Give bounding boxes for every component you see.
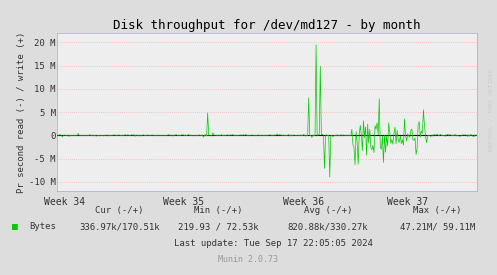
Text: Avg (-/+): Avg (-/+): [304, 206, 352, 215]
Text: Bytes: Bytes: [29, 222, 56, 231]
Text: Week 37: Week 37: [387, 197, 428, 207]
Y-axis label: Pr second read (-) / write (+): Pr second read (-) / write (+): [17, 31, 26, 193]
Text: 336.97k/170.51k: 336.97k/170.51k: [79, 222, 160, 231]
Text: Cur (-/+): Cur (-/+): [95, 206, 144, 215]
Text: 219.93 / 72.53k: 219.93 / 72.53k: [178, 222, 259, 231]
Text: ■: ■: [12, 222, 18, 232]
Title: Disk throughput for /dev/md127 - by month: Disk throughput for /dev/md127 - by mont…: [113, 19, 421, 32]
Text: Min (-/+): Min (-/+): [194, 206, 243, 215]
Text: 820.88k/330.27k: 820.88k/330.27k: [288, 222, 368, 231]
Text: 47.21M/ 59.11M: 47.21M/ 59.11M: [400, 222, 475, 231]
Text: Last update: Tue Sep 17 22:05:05 2024: Last update: Tue Sep 17 22:05:05 2024: [174, 239, 373, 248]
Text: Week 36: Week 36: [283, 197, 324, 207]
Text: RRDTOOL / TOBI OETIKER: RRDTOOL / TOBI OETIKER: [489, 69, 494, 151]
Text: Week 34: Week 34: [44, 197, 85, 207]
Text: Week 35: Week 35: [164, 197, 204, 207]
Text: Munin 2.0.73: Munin 2.0.73: [219, 255, 278, 264]
Text: Max (-/+): Max (-/+): [413, 206, 462, 215]
